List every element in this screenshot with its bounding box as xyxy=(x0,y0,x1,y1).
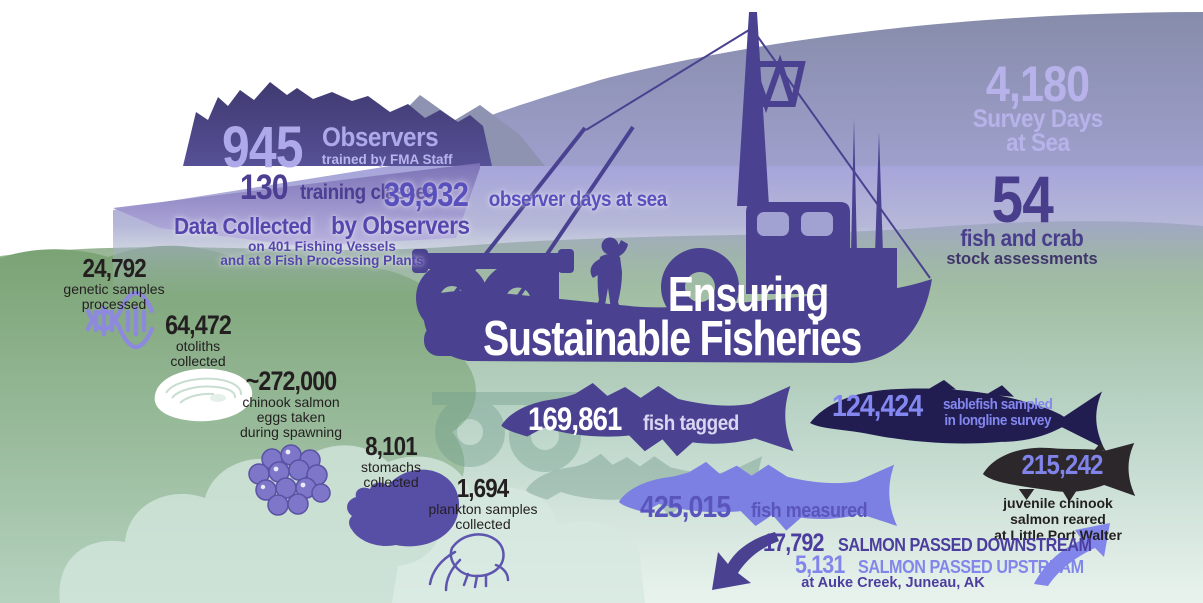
stat-observer-days-value: 39,932 xyxy=(383,176,469,214)
stat-stock-assessments-label2: stock assessments xyxy=(946,249,1098,268)
stat-survey-days-label2: at Sea xyxy=(1006,129,1070,157)
otolith-icon xyxy=(154,368,253,422)
downstream-arrow-icon xyxy=(712,532,779,590)
mountain-reflection xyxy=(113,163,480,246)
stat-salmon-upstream-label: SALMON PASSED UPSTREAM xyxy=(857,557,1084,577)
stat-sablefish-value: 124,424 xyxy=(832,388,923,423)
stat-stomachs-label1: stomachs xyxy=(361,459,421,476)
stomach-icon xyxy=(347,469,460,547)
data-collected-detail1: on 401 Fishing Vessels xyxy=(248,239,396,254)
stat-salmon-downstream: 17,792 SALMON PASSED DOWNSTREAM xyxy=(763,529,1120,558)
stat-observers-value: 945 xyxy=(222,115,304,180)
stat-data-collected: Data Collected by Observers on 401 Fishi… xyxy=(166,212,477,269)
fish-tagged-silhouette xyxy=(501,382,794,457)
stat-stomachs-value: 8,101 xyxy=(365,431,418,461)
stat-stock-assessments-value: 54 xyxy=(991,162,1053,236)
stat-fish-tagged-label: fish tagged xyxy=(642,412,739,435)
stat-location-label: at Auke Creek, Juneau, AK xyxy=(801,575,985,591)
fish-measured-silhouette xyxy=(618,461,898,531)
fishing-vessel-illustration xyxy=(412,12,932,363)
stat-training-classes-value: 130 xyxy=(240,168,289,207)
stat-salmon-eggs-label1: chinook salmon xyxy=(242,394,340,411)
stat-observers-sublabel: trained by FMA Staff xyxy=(321,152,453,167)
stat-juvenile-chinook-value: 215,242 xyxy=(1021,449,1103,480)
mountain xyxy=(183,82,492,166)
dna-icon xyxy=(85,290,155,350)
upstream-arrow-icon xyxy=(1034,523,1110,586)
stat-salmon-eggs-value: ~272,000 xyxy=(245,366,337,396)
person-silhouette xyxy=(590,237,628,316)
stat-otoliths-value: 64,472 xyxy=(165,310,232,340)
stat-salmon-downstream-label: SALMON PASSED DOWNSTREAM xyxy=(838,535,1092,555)
stat-survey-days: 4,180 Survey Days at Sea xyxy=(956,58,1121,156)
stat-stomachs: 8,101 stomachs collected xyxy=(361,431,421,491)
stat-training-classes: 130 training classes xyxy=(240,168,451,208)
sky-arc xyxy=(400,12,1203,166)
plankton-icon xyxy=(428,533,510,592)
stat-plankton: 1,694 plankton samples collected xyxy=(428,473,538,533)
stat-juvenile-chinook-label: juvenile chinook salmon reared at Little… xyxy=(986,495,1131,543)
stat-otoliths: 64,472 otoliths collected xyxy=(160,311,237,369)
stat-fish-measured-value: 425,015 xyxy=(640,489,731,524)
stat-juvenile-chinook-value-wrap: 215,242 xyxy=(1015,450,1109,479)
stat-salmon-downstream-value: 17,792 xyxy=(763,529,824,557)
stat-plankton-value: 1,694 xyxy=(457,473,510,503)
stat-location: at Auke Creek, Juneau, AK xyxy=(801,575,985,591)
stat-stock-assessments: 54 fish and crab stock assessments xyxy=(932,165,1113,268)
stat-observer-days-label: observer days at sea xyxy=(489,188,668,211)
stat-genetic-samples: 24,792 genetic samples processed xyxy=(63,253,165,313)
stat-genetic-samples-label2: processed xyxy=(81,296,147,313)
chinook-salmon-silhouette xyxy=(982,443,1136,502)
stat-stomachs-label2: collected xyxy=(363,474,419,491)
stat-sablefish-label1: sablefish sampled xyxy=(943,396,1053,413)
stat-otoliths-label1: otoliths xyxy=(175,338,221,355)
stat-sablefish: 124,424 sablefish sampled in longline su… xyxy=(832,388,1065,429)
stat-salmon-upstream-value: 5,131 xyxy=(795,551,845,579)
fish-eggs-icon xyxy=(248,444,331,516)
stat-survey-days-label1: Survey Days xyxy=(972,105,1104,133)
stat-fish-tagged: 169,861 fish tagged xyxy=(528,401,749,438)
stat-fish-measured: 425,015 fish measured xyxy=(640,489,880,525)
stat-salmon-upstream: 5,131 SALMON PASSED UPSTREAM xyxy=(795,551,1108,580)
stat-observers-label: Observers xyxy=(321,122,439,152)
page-title-line2: Sustainable Fisheries xyxy=(483,312,862,366)
page-title-line1: Ensuring xyxy=(667,268,829,322)
data-collected-detail2: and at 8 Fish Processing Plants xyxy=(220,253,424,269)
stat-salmon-eggs-label2: eggs taken xyxy=(256,409,326,426)
stat-salmon-eggs: ~272,000 chinook salmon eggs taken durin… xyxy=(238,367,343,440)
stat-genetic-samples-label1: genetic samples xyxy=(63,281,165,298)
stat-otoliths-label2: collected xyxy=(170,353,226,370)
stat-juvenile-chinook-label2: at Little Port Walter xyxy=(994,527,1122,544)
stat-fish-measured-label: fish measured xyxy=(751,500,868,522)
sablefish-silhouette xyxy=(810,379,1104,449)
stat-juvenile-chinook-label1: juvenile chinook salmon reared xyxy=(1003,495,1113,528)
stat-observers: 945 Observers trained by FMA Staff xyxy=(222,114,453,181)
stat-salmon-eggs-label3: during spawning xyxy=(240,424,342,441)
stat-observer-days: 39,932 observer days at sea xyxy=(377,176,677,214)
stat-fish-tagged-value: 169,861 xyxy=(528,401,622,437)
stat-training-classes-label: training classes xyxy=(300,181,437,204)
stat-plankton-label2: collected xyxy=(455,516,511,533)
stat-plankton-label1: plankton samples xyxy=(428,501,538,518)
stat-sablefish-label2: in longline survey xyxy=(944,412,1052,429)
stat-stock-assessments-label1: fish and crab xyxy=(960,224,1084,251)
stat-survey-days-value: 4,180 xyxy=(986,56,1090,112)
stat-genetic-samples-value: 24,792 xyxy=(82,253,146,283)
data-collected-line1: Data Collected xyxy=(174,213,312,239)
data-collected-line2: by Observers xyxy=(331,212,470,240)
